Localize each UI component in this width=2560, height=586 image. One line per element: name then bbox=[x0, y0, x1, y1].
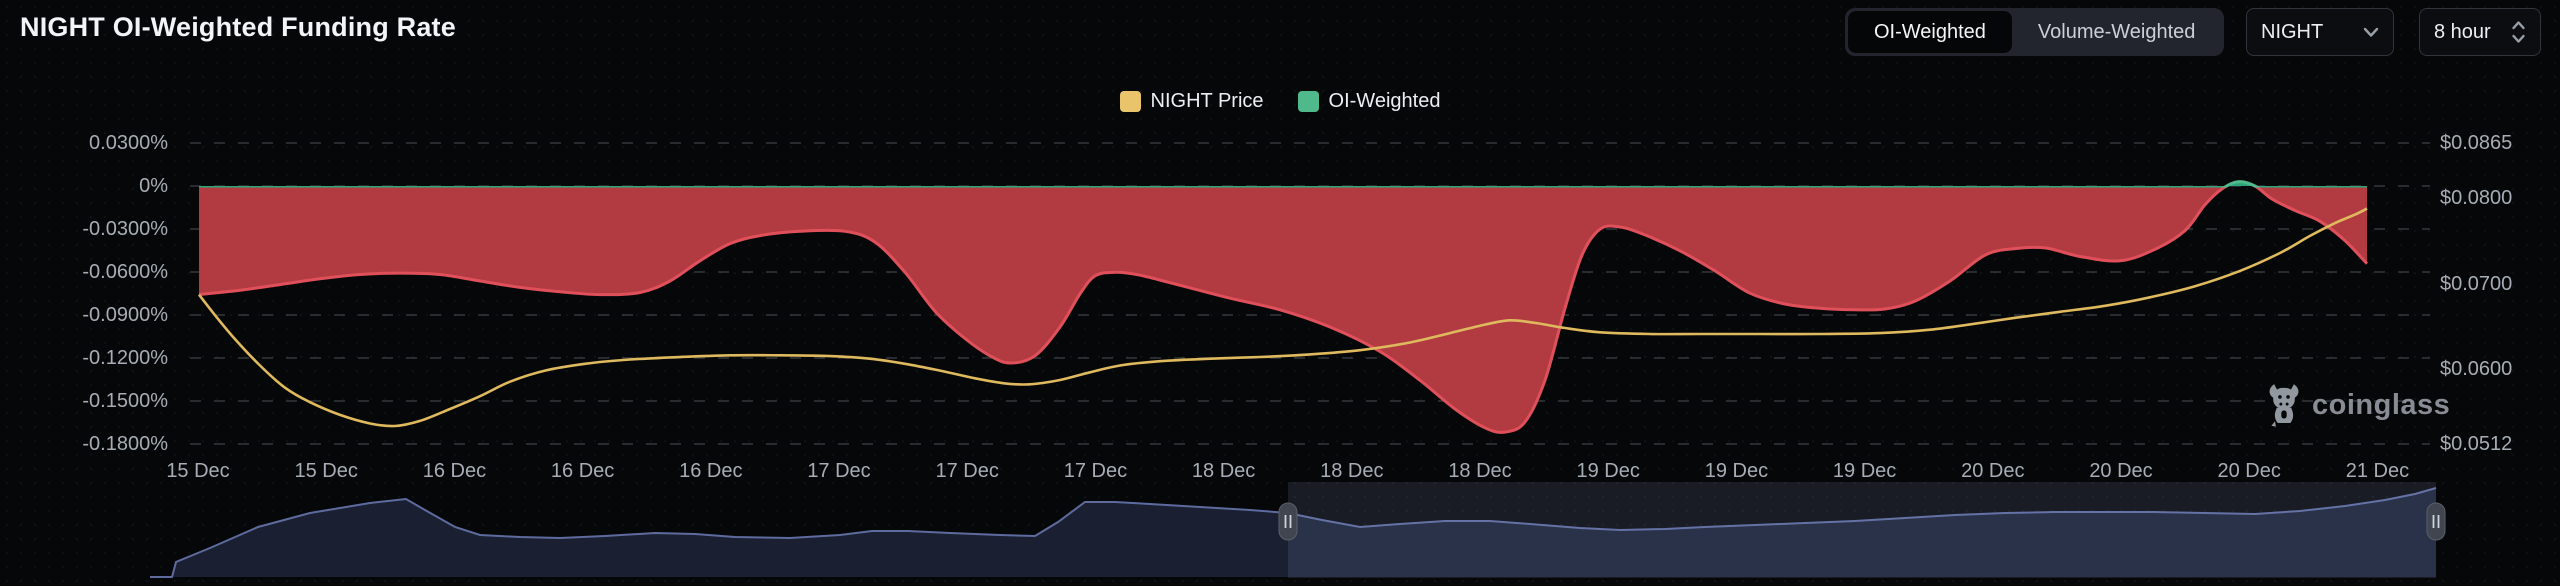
x-axis-tick: 19 Dec bbox=[1576, 460, 1640, 482]
legend-item-night-price[interactable]: NIGHT Price bbox=[1119, 90, 1264, 113]
interval-select[interactable]: 8 hour bbox=[2419, 8, 2541, 56]
left-axis-tick: -0.1200% bbox=[82, 347, 168, 369]
coinglass-watermark: coinglass bbox=[2266, 382, 2450, 428]
x-axis-tick: 20 Dec bbox=[2217, 460, 2281, 482]
legend-label: NIGHT Price bbox=[1150, 90, 1264, 112]
left-axis-tick: 0% bbox=[139, 175, 168, 197]
x-axis-tick: 17 Dec bbox=[1063, 460, 1128, 482]
night-price-swatch bbox=[1119, 91, 1141, 112]
x-axis-tick: 15 Dec bbox=[294, 460, 358, 482]
toggle-volume-weighted[interactable]: Volume-Weighted bbox=[2012, 11, 2222, 53]
right-axis-tick: $0.0700 bbox=[2440, 273, 2513, 295]
coinglass-bull-icon bbox=[2269, 384, 2299, 427]
weighting-toggle: OI-Weighted Volume-Weighted bbox=[1845, 8, 2225, 56]
navigator-handle-right[interactable] bbox=[2426, 502, 2446, 541]
navigator[interactable] bbox=[150, 482, 2446, 578]
page-title: NIGHT OI-Weighted Funding Rate bbox=[20, 12, 456, 42]
x-axis-tick: 15 Dec bbox=[166, 460, 230, 482]
x-axis-tick: 19 Dec bbox=[1704, 460, 1769, 482]
navigator-selection[interactable] bbox=[1288, 482, 2436, 578]
left-axis-tick: 0.0300% bbox=[89, 132, 168, 154]
x-axis-tick: 20 Dec bbox=[2089, 460, 2153, 482]
x-axis-tick: 16 Dec bbox=[550, 460, 615, 482]
x-axis-tick: 21 Dec bbox=[2345, 460, 2410, 482]
right-axis-tick: $0.0800 bbox=[2440, 187, 2513, 209]
caret-down-icon bbox=[2363, 27, 2379, 37]
x-axis-tick: 18 Dec bbox=[1320, 460, 1384, 482]
up-down-chevrons-icon bbox=[2511, 19, 2526, 45]
x-axis-tick: 19 Dec bbox=[1832, 460, 1897, 482]
navigator-handle-left[interactable] bbox=[1278, 502, 1298, 541]
x-axis-tick: 17 Dec bbox=[935, 460, 999, 482]
x-axis-tick: 18 Dec bbox=[1191, 460, 1256, 482]
left-axis-tick: -0.0600% bbox=[82, 261, 168, 283]
right-axis-tick: $0.0600 bbox=[2440, 358, 2513, 380]
x-axis-tick: 20 Dec bbox=[1961, 460, 2025, 482]
x-axis-tick: 17 Dec bbox=[807, 460, 871, 482]
toggle-oi-weighted[interactable]: OI-Weighted bbox=[1848, 11, 2012, 53]
symbol-select-value: NIGHT bbox=[2261, 20, 2324, 43]
legend-label: OI-Weighted bbox=[1328, 90, 1441, 112]
x-axis-tick: 18 Dec bbox=[1448, 460, 1512, 482]
left-axis-tick: -0.0900% bbox=[82, 304, 168, 326]
left-axis-tick: -0.1800% bbox=[82, 433, 168, 455]
right-axis-tick: $0.0865 bbox=[2440, 132, 2513, 154]
interval-select-value: 8 hour bbox=[2434, 20, 2491, 43]
watermark-text: coinglass bbox=[2312, 388, 2451, 421]
oi-weighted-swatch bbox=[1297, 91, 1319, 112]
legend-item-oi-weighted[interactable]: OI-Weighted bbox=[1297, 90, 1441, 113]
series bbox=[197, 180, 2369, 434]
x-axis-tick: 16 Dec bbox=[679, 460, 743, 482]
left-axis-tick: -0.0300% bbox=[82, 218, 168, 240]
left-axis-tick: -0.1500% bbox=[82, 390, 168, 412]
x-axis-tick: 16 Dec bbox=[422, 460, 487, 482]
right-axis-tick: $0.0512 bbox=[2440, 433, 2513, 455]
symbol-select[interactable]: NIGHT bbox=[2246, 8, 2394, 56]
chart-legend: NIGHT Price OI-Weighted bbox=[0, 90, 2560, 113]
